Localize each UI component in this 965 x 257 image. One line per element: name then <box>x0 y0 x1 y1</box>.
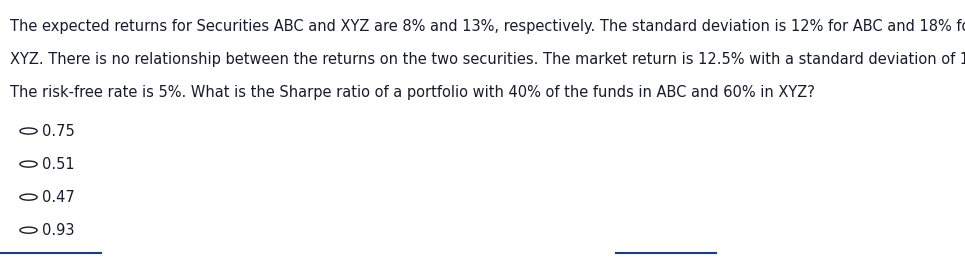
Text: The risk-free rate is 5%. What is the Sharpe ratio of a portfolio with 40% of th: The risk-free rate is 5%. What is the Sh… <box>10 85 814 100</box>
Text: 0.51: 0.51 <box>42 157 74 172</box>
Text: 0.75: 0.75 <box>42 124 75 139</box>
Text: 0.93: 0.93 <box>42 223 74 238</box>
Text: 0.47: 0.47 <box>42 190 75 205</box>
Text: XYZ. There is no relationship between the returns on the two securities. The mar: XYZ. There is no relationship between th… <box>10 52 965 67</box>
Text: The expected returns for Securities ABC and XYZ are 8% and 13%, respectively. Th: The expected returns for Securities ABC … <box>10 19 965 34</box>
